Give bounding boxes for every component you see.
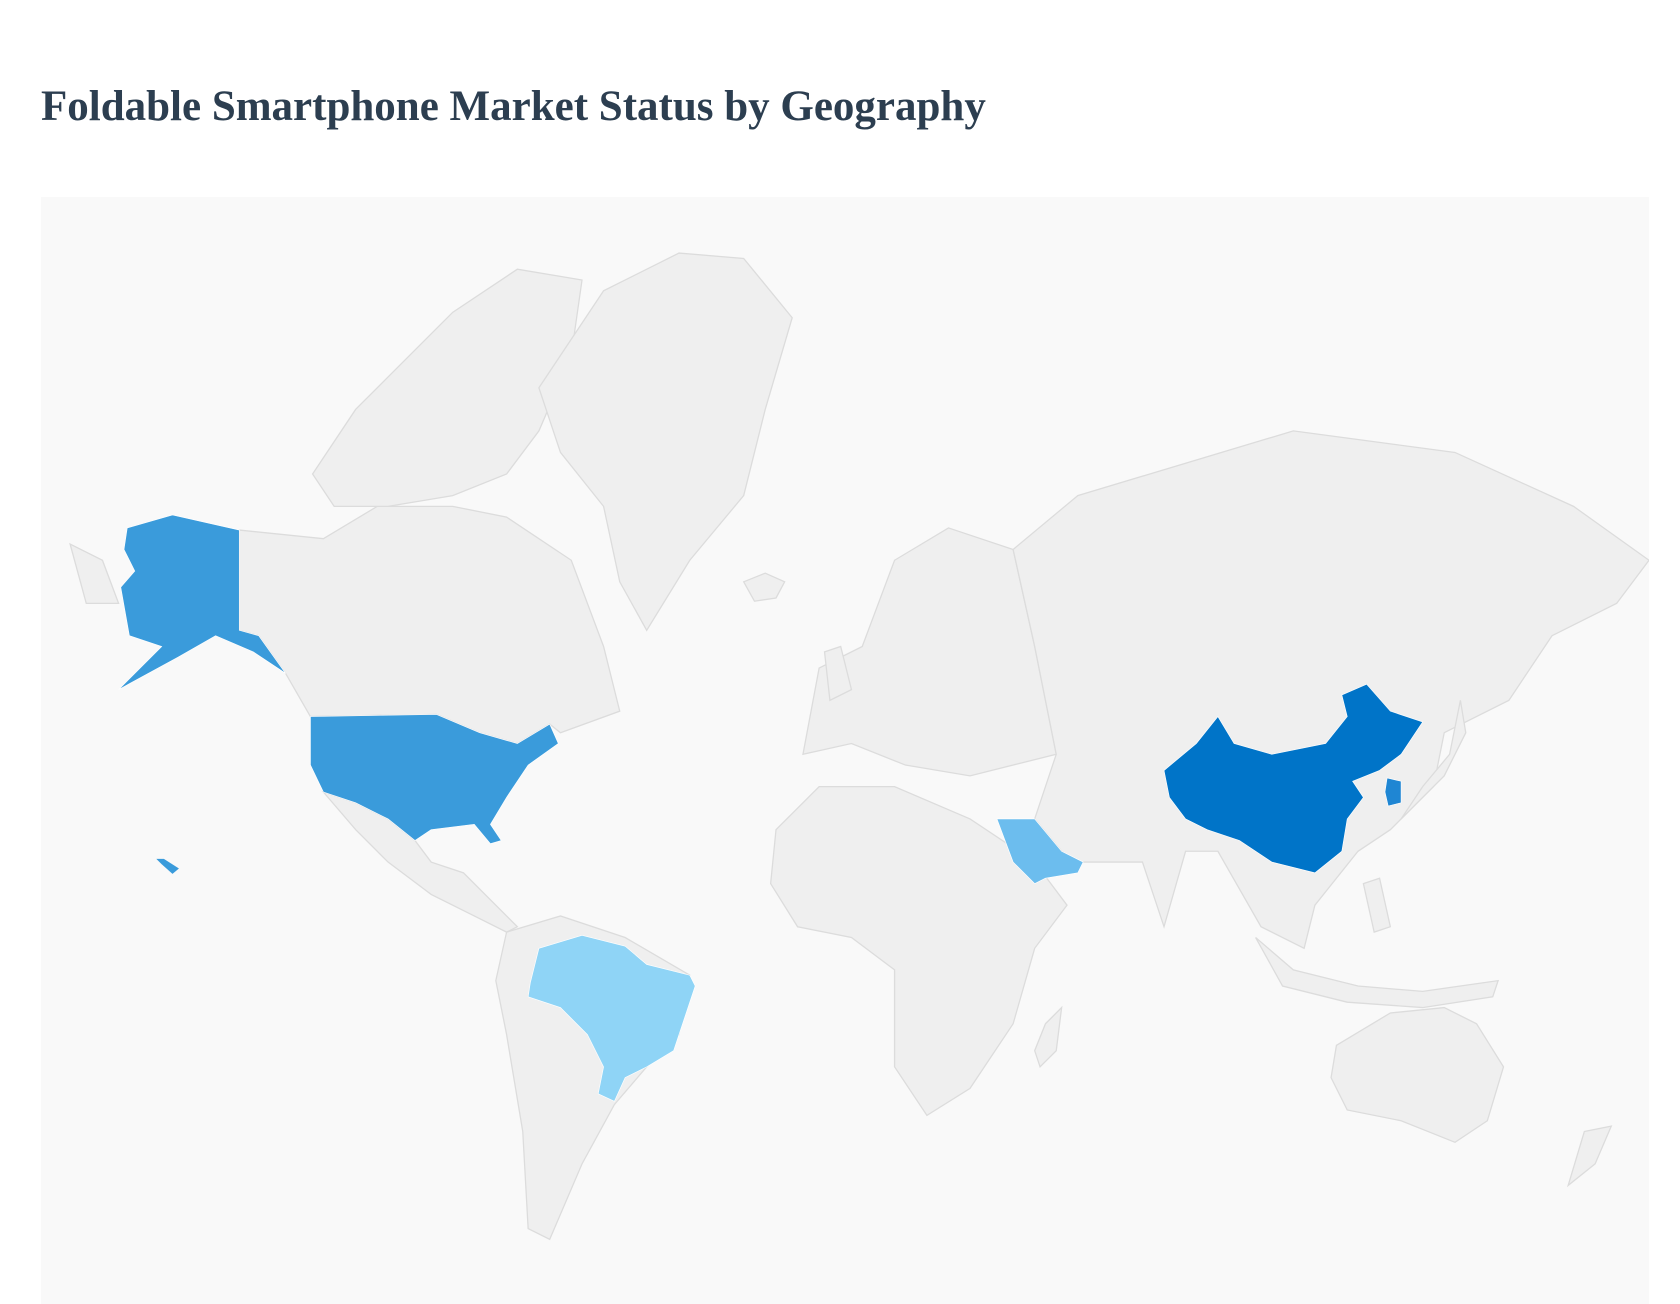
page-title: Foldable Smartphone Market Status by Geo… xyxy=(41,83,986,130)
land-philippines xyxy=(1362,877,1392,933)
country-united-states-alaska[interactable] xyxy=(118,514,286,690)
country-brazil[interactable] xyxy=(527,935,696,1102)
land-alaska-west xyxy=(69,542,120,605)
map-panel xyxy=(41,197,1649,1304)
land-greenland xyxy=(538,252,793,632)
land-iceland xyxy=(742,572,786,602)
country-united-states[interactable] xyxy=(310,714,559,845)
land-africa xyxy=(769,785,1068,1117)
world-map[interactable] xyxy=(41,197,1649,1304)
land-japan xyxy=(1400,700,1467,820)
land-canada xyxy=(238,505,621,745)
land-australia xyxy=(1330,1006,1505,1144)
country-china[interactable] xyxy=(1163,683,1424,874)
country-united-states-hawaii[interactable] xyxy=(156,858,179,874)
country-saudi-arabia[interactable] xyxy=(996,818,1084,885)
land-asia xyxy=(1012,430,1649,950)
land-indonesia xyxy=(1255,937,1500,1009)
country-south-korea[interactable] xyxy=(1384,777,1402,807)
land-madagascar xyxy=(1033,1005,1063,1069)
land-new-zealand xyxy=(1566,1125,1613,1188)
land-uk xyxy=(823,645,853,702)
